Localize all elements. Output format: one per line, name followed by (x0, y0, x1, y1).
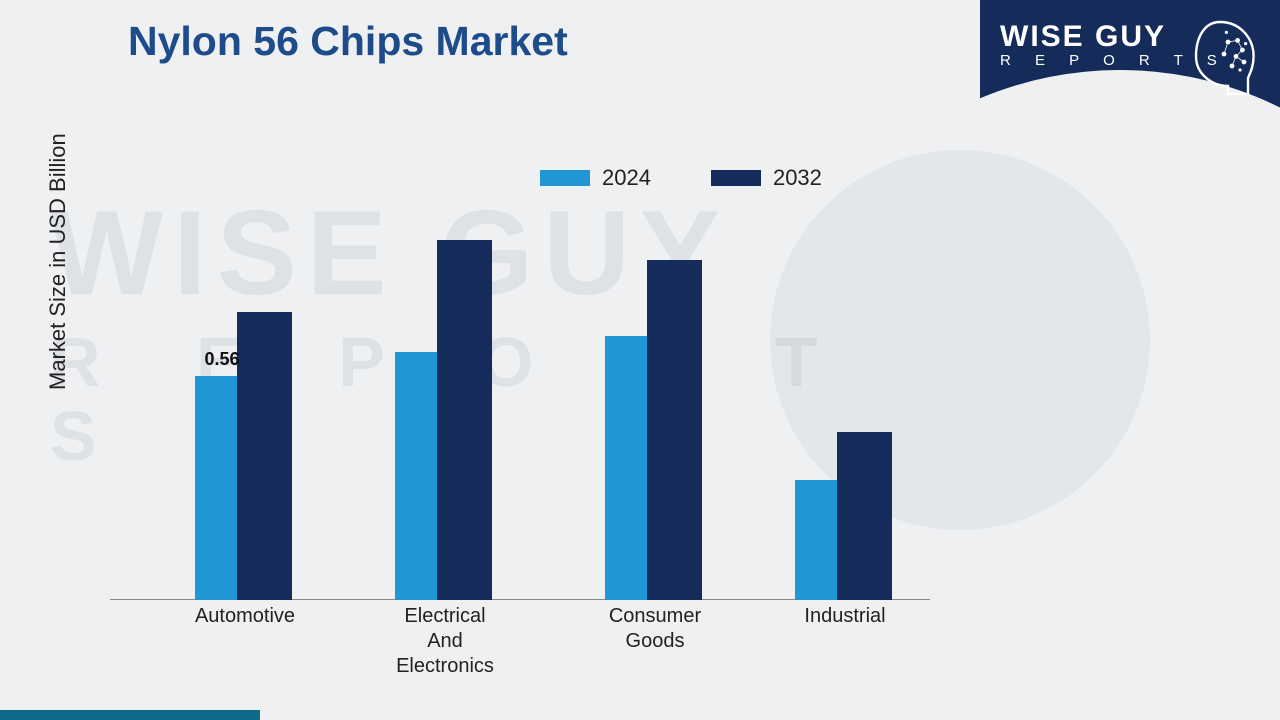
chart-stage: WISE GUY R E P O R T S Nylon 56 Chips Ma… (0, 0, 1280, 720)
legend-item-2032: 2032 (711, 165, 822, 191)
bar-2032 (437, 240, 492, 600)
x-axis-category-label: Automotive (155, 604, 335, 629)
legend-item-2024: 2024 (540, 165, 651, 191)
legend-label-2032: 2032 (773, 165, 822, 191)
plot-area: AutomotiveElectricalAndElectronicsConsum… (110, 200, 930, 600)
x-axis-category-label: Industrial (755, 604, 935, 629)
logo-head-icon (1180, 18, 1260, 98)
y-axis-label: Market Size in USD Billion (45, 133, 71, 390)
footer-accent-bar (0, 710, 260, 720)
bar-value-label: 0.56 (204, 349, 239, 370)
chart-title: Nylon 56 Chips Market (128, 18, 568, 65)
legend-label-2024: 2024 (602, 165, 651, 191)
legend-swatch-2024 (540, 170, 590, 186)
bar-2032 (647, 260, 702, 600)
x-axis-category-label: ConsumerGoods (565, 604, 745, 654)
x-axis-category-label: ElectricalAndElectronics (355, 604, 535, 679)
legend-swatch-2032 (711, 170, 761, 186)
bar-2032 (837, 432, 892, 600)
bar-2032 (237, 312, 292, 600)
legend: 2024 2032 (540, 165, 822, 191)
